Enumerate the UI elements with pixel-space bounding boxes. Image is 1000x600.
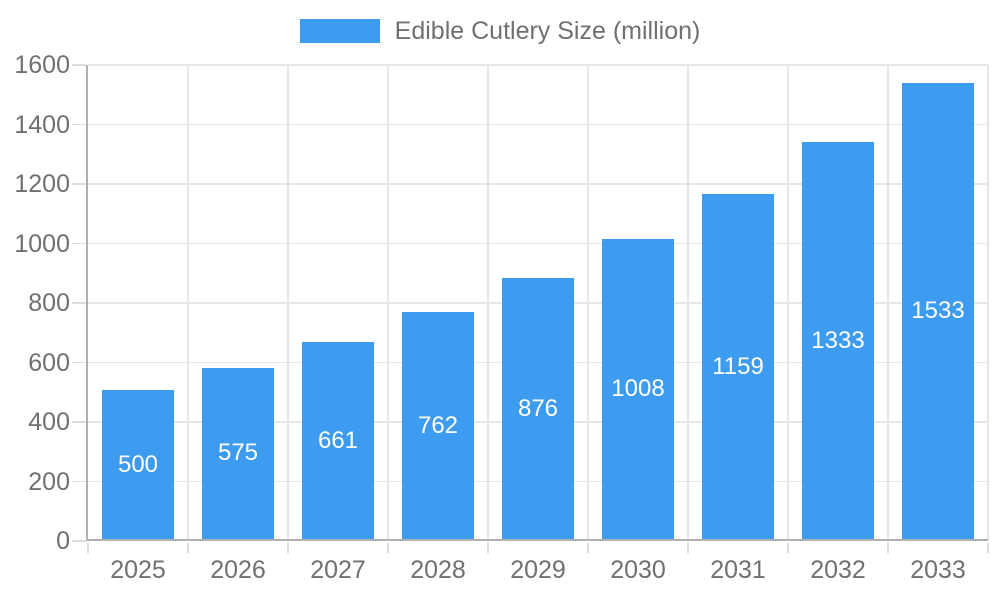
- gridline-vertical: [187, 65, 189, 541]
- gridline-vertical: [987, 65, 989, 541]
- x-axis-line: [86, 539, 988, 541]
- gridline-horizontal: [88, 242, 988, 245]
- bar[interactable]: 762: [402, 312, 474, 539]
- y-axis-tick: [72, 183, 86, 185]
- x-axis-tick: [187, 543, 189, 553]
- legend[interactable]: Edible Cutlery Size (million): [0, 17, 1000, 45]
- x-tick-label: 2025: [110, 556, 166, 584]
- bar[interactable]: 1533: [902, 82, 974, 539]
- bar-value-label: 1533: [911, 296, 965, 324]
- gridline-vertical: [787, 65, 789, 541]
- y-axis-tick: [72, 123, 86, 126]
- bar[interactable]: 1159: [702, 194, 774, 539]
- y-tick-label: 600: [28, 348, 70, 377]
- y-tick-label: 1200: [14, 170, 70, 198]
- x-tick-label: 2028: [410, 556, 466, 584]
- gridline-vertical: [687, 65, 689, 541]
- bar-value-label: 1159: [712, 352, 764, 380]
- x-axis-tick: [87, 543, 89, 553]
- x-axis-tick: [887, 543, 889, 553]
- y-tick-label: 800: [28, 289, 70, 317]
- bar[interactable]: 575: [202, 367, 274, 539]
- gridline-horizontal: [88, 123, 988, 126]
- y-tick-label: 200: [28, 467, 70, 496]
- bar[interactable]: 661: [302, 342, 374, 539]
- gridline-vertical: [587, 65, 589, 541]
- bar-value-label: 762: [417, 411, 459, 439]
- bar[interactable]: 500: [102, 390, 174, 539]
- x-tick-label: 2030: [610, 556, 666, 584]
- y-axis-tick: [72, 421, 86, 423]
- bar[interactable]: 876: [502, 278, 574, 539]
- gridline-horizontal: [88, 64, 988, 66]
- y-tick-label: 1600: [14, 51, 70, 79]
- bar[interactable]: 1333: [802, 142, 874, 539]
- y-tick-label: 1400: [14, 110, 70, 139]
- bar-value-label: 1333: [811, 326, 865, 354]
- legend-label: Edible Cutlery Size (million): [394, 17, 701, 45]
- y-axis-tick: [72, 64, 86, 66]
- bar-value-label: 575: [217, 439, 259, 467]
- plot-area: 0 200 400 600 800 1000 1200 1400 1600 500 2025 575 2…: [14, 52, 989, 583]
- y-axis-tick: [72, 361, 86, 364]
- x-tick-label: 2031: [710, 556, 766, 584]
- x-axis-tick: [387, 543, 389, 553]
- x-tick-label: 2032: [810, 556, 866, 584]
- bar-value-label: 876: [517, 394, 559, 422]
- bar-value-label: 661: [317, 426, 359, 454]
- gridline-vertical: [487, 65, 489, 541]
- bar[interactable]: 1008: [602, 239, 674, 539]
- y-axis-tick: [72, 302, 86, 304]
- y-tick-label: 0: [56, 527, 70, 555]
- x-axis-tick: [687, 543, 689, 553]
- legend-swatch-icon: [299, 19, 380, 43]
- gridline-horizontal: [88, 183, 988, 185]
- x-axis-tick: [787, 543, 789, 553]
- bar-value-label: 1008: [611, 375, 665, 403]
- x-axis-tick: [287, 543, 289, 553]
- x-axis-tick: [487, 543, 489, 553]
- y-tick-label: 400: [28, 408, 70, 436]
- y-axis-tick: [72, 242, 86, 245]
- y-axis-tick: [72, 540, 86, 542]
- x-axis-tick: [587, 543, 589, 553]
- x-axis-tick: [987, 543, 989, 553]
- x-tick-label: 2033: [910, 556, 966, 584]
- y-axis-tick: [72, 480, 86, 483]
- bar-value-label: 500: [117, 450, 159, 478]
- x-tick-label: 2027: [310, 556, 366, 584]
- gridline-vertical: [287, 65, 289, 541]
- x-tick-label: 2029: [510, 556, 566, 584]
- y-axis-line: [86, 65, 88, 541]
- y-tick-label: 1000: [14, 229, 70, 258]
- gridline-vertical: [887, 65, 889, 541]
- gridline-vertical: [387, 65, 389, 541]
- x-tick-label: 2026: [210, 556, 266, 584]
